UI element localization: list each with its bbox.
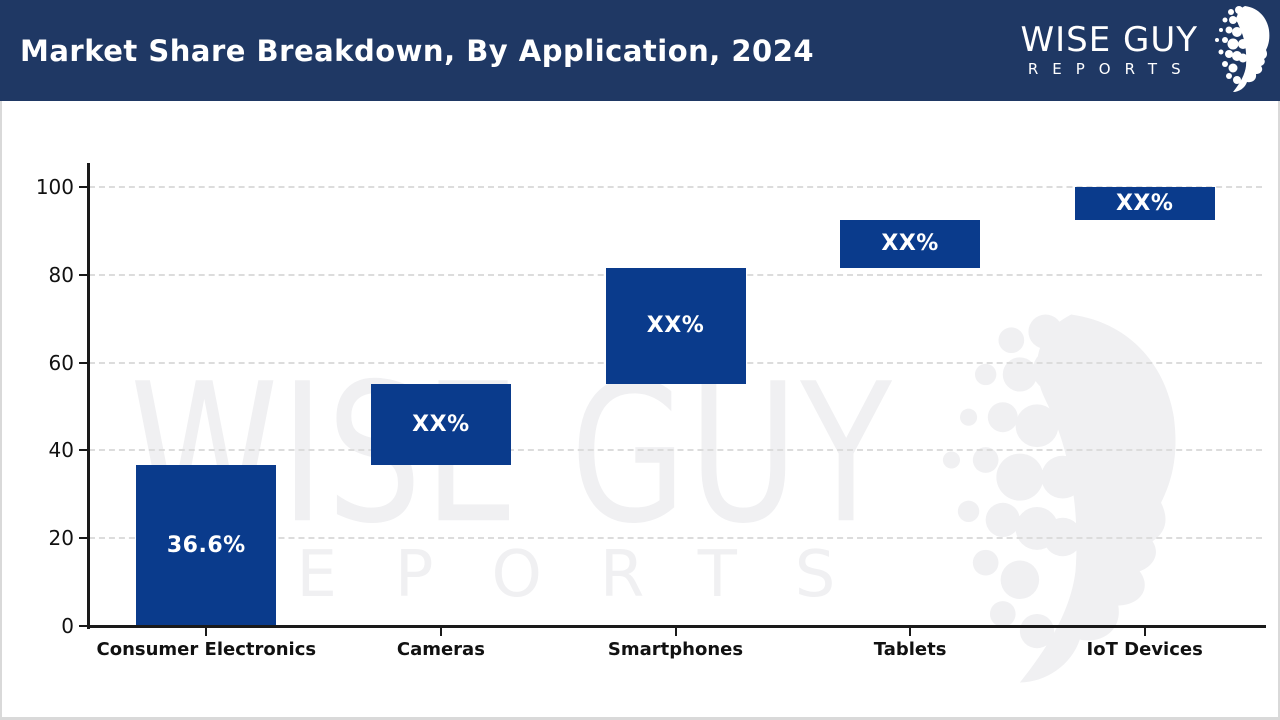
logo-text: WISE GUY REPORTS: [1020, 23, 1198, 78]
bar-value-label: XX%: [881, 231, 939, 257]
y-tick-label: 0: [61, 614, 74, 638]
bar-value-label: XX%: [646, 313, 705, 339]
y-tick-label: 20: [48, 526, 74, 551]
y-tick-label: 100: [35, 175, 74, 199]
x-category-label: Cameras: [396, 639, 485, 660]
y-tick-label: 60: [48, 350, 74, 375]
y-axis-tick: [79, 186, 88, 188]
x-axis-tick: [1143, 628, 1146, 636]
bar-cameras: XX%: [370, 384, 511, 466]
x-axis-tick: [439, 628, 442, 636]
x-axis: [87, 625, 1266, 628]
y-axis-tick: [79, 625, 88, 627]
y-axis-tick: [79, 273, 88, 276]
page-title: Market Share Breakdown, By Application, …: [20, 33, 815, 68]
x-category-label: Consumer Electronics: [96, 639, 317, 660]
x-axis-tick: [205, 628, 208, 636]
y-tick-label: 40: [48, 438, 74, 463]
logo-wiseguy-text: WISE GUY: [1020, 20, 1198, 60]
gridline: [89, 537, 1262, 540]
header-bar: Market Share Breakdown, By Application, …: [0, 0, 1280, 101]
bar-smartphones: XX%: [605, 267, 746, 385]
bar-value-label: XX%: [412, 412, 470, 438]
x-category-label: Smartphones: [607, 639, 744, 660]
y-axis-tick: [79, 537, 88, 540]
gridline: [89, 449, 1262, 452]
gridline: [89, 186, 1262, 189]
x-category-label: IoT Devices: [1086, 639, 1203, 660]
y-axis: [87, 163, 90, 629]
bar-iot-devices: XX%: [1074, 187, 1215, 220]
bar-value-label: XX%: [1115, 190, 1174, 216]
logo-reports-text: REPORTS: [1027, 60, 1195, 78]
x-category-label: Tablets: [873, 639, 947, 660]
x-axis-tick: [674, 628, 677, 636]
bar-consumer-electronics: 36.6%: [136, 465, 277, 626]
wise-guy-reports-logo: WISE GUY REPORTS: [1020, 4, 1280, 98]
bar-value-label: 36.6%: [166, 533, 246, 559]
y-tick-label: 80: [48, 262, 74, 287]
y-axis-tick: [79, 449, 88, 452]
logo-head-profile-icon: [1200, 4, 1274, 98]
bar-tablets: XX%: [840, 219, 981, 268]
x-axis-tick: [909, 628, 912, 636]
y-axis-tick: [79, 361, 88, 364]
plot-area: 36.6% XX% XX% XX% XX%: [89, 186, 1262, 626]
